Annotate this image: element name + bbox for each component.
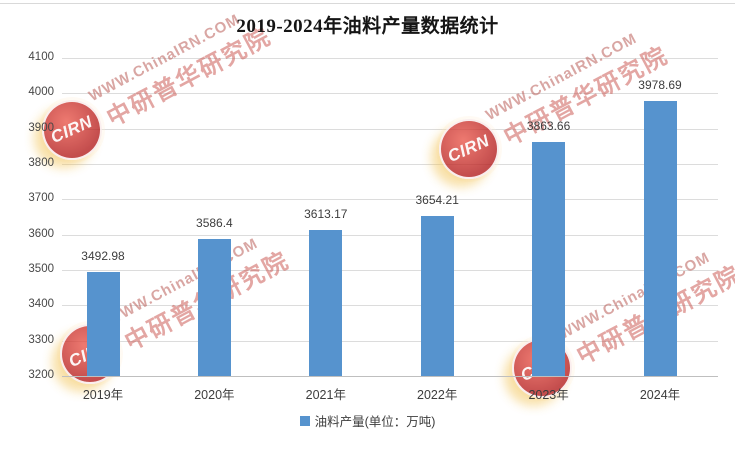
legend-marker-icon: [299, 415, 310, 426]
chart-top-border: [0, 3, 735, 4]
y-axis-tick-label: 3300: [28, 333, 54, 346]
y-axis-tick-label: 3200: [28, 369, 54, 381]
x-axis-tick-label: 2021年: [305, 388, 346, 402]
x-axis-tick-label: 2020年: [194, 388, 235, 402]
y-axis-tick-label: 3800: [28, 157, 54, 169]
gridline: [62, 340, 718, 342]
x-axis-line: [62, 376, 718, 377]
gridline: [62, 270, 718, 271]
bar: [86, 272, 120, 376]
y-axis-tick-label: 3500: [28, 263, 54, 275]
x-axis-tick-label: 2024年: [639, 388, 681, 402]
y-axis-tick-label: 4100: [28, 51, 54, 63]
x-axis-tick-label: 2022年: [417, 388, 458, 402]
cirn-logo-text: CIRN: [445, 131, 493, 167]
x-axis-tick-label: 2019年: [82, 388, 124, 402]
cirn-logo-text: CIRN: [48, 112, 96, 148]
gridline: [62, 305, 718, 307]
bar-value-label: 3613.17: [304, 207, 348, 221]
y-axis-tick-label: 3400: [28, 298, 54, 311]
gridline: [62, 58, 718, 59]
bar: [197, 239, 231, 376]
chart-title: 2019-2024年油料产量数据统计: [236, 16, 499, 37]
bar-value-label: 3978.69: [638, 77, 682, 92]
bar-value-label: 3654.21: [415, 192, 459, 207]
y-axis-tick-label: 3700: [28, 192, 54, 205]
bar: [643, 100, 677, 376]
y-axis-tick-label: 3900: [28, 121, 54, 134]
bar-value-label: 3586.4: [196, 216, 233, 231]
bar: [309, 230, 343, 376]
bar-value-label: 3492.98: [81, 249, 125, 264]
bar: [532, 141, 566, 376]
gridline: [62, 199, 718, 201]
y-axis-tick-label: 3600: [28, 227, 54, 240]
gridline: [62, 164, 718, 165]
gridline: [62, 128, 718, 130]
gridline: [62, 93, 718, 95]
gridline: [62, 234, 718, 236]
legend-label: 油料产量(单位：万吨): [314, 415, 436, 429]
y-axis-tick-label: 4000: [28, 86, 54, 99]
x-axis-tick-label: 2023年: [528, 388, 569, 402]
bar-value-label: 3863.66: [526, 118, 571, 133]
bar: [420, 215, 454, 376]
chart-legend: 油料产量(单位：万吨): [0, 411, 735, 430]
watermark-url-text: WWW.ChinaIRN.COM: [104, 234, 261, 330]
